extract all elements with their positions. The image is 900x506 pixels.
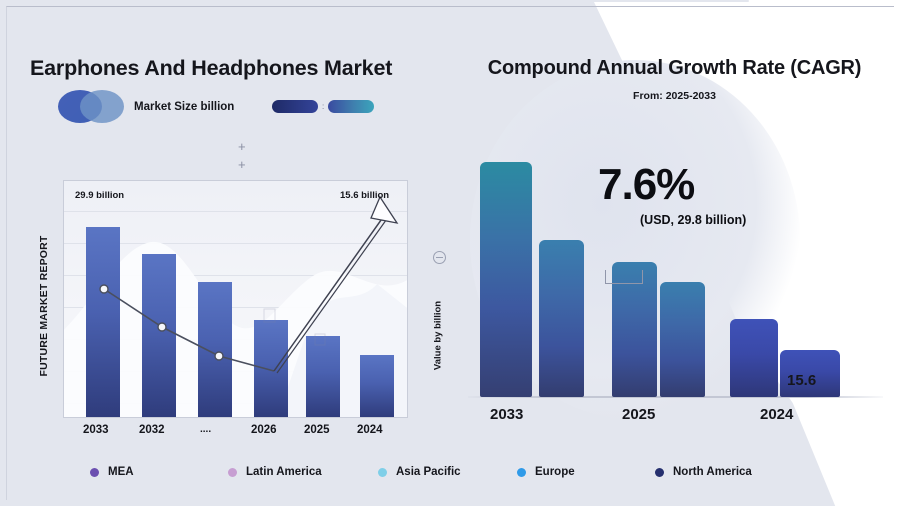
minus-circle-icon [433,251,446,264]
decorative-bracket [605,270,643,284]
cagr-baseline [468,396,883,398]
bar-2024 [360,355,394,417]
pill-teal-swatch [328,100,375,113]
legend-label-mea: MEA [108,466,134,478]
pill-separator: : [322,102,325,111]
trend-line-overlay [99,195,399,374]
cagr-bar-2033-secondary [539,240,584,397]
left-value-start-label: 29.9 billion [75,190,125,201]
x-label-2: .... [200,424,212,435]
market-size-bars [64,181,407,417]
decorative-small-glyphs [263,308,326,346]
growth-arrow [273,195,399,374]
cagr-chart: 2033 2025 2024 [462,140,892,425]
bar-2033 [86,227,120,417]
decorative-plus-marks: + + [238,139,246,172]
market-size-chart [63,180,408,418]
left-value-end-label: 15.6 billion [340,190,390,201]
market-size-legend: Market Size billion [58,90,234,123]
cagr-bar-2025-primary [612,262,657,397]
legend-item-asia-pacific: Asia Pacific [378,466,461,478]
legend-dot-icon-north-america [655,467,664,477]
legend-label-europe: Europe [535,466,575,478]
legend-item-mea: MEA [90,466,134,478]
cagr-bar-2024-secondary [780,350,840,397]
legend-dot-icon-latin-america [228,467,237,477]
x-label-0: 2033 [83,424,109,436]
left-page-title: Earphones And Headphones Market [30,56,393,80]
cagr-x-label-1: 2025 [622,406,656,423]
legend-label-latin-america: Latin America [246,466,322,478]
legend-dot-icon-asia-pacific [378,467,387,477]
legend-item-north-america: North America [655,466,752,478]
legend-dot-icon-mea [90,467,99,477]
right-page-title: Compound Annual Growth Rate (CAGR) [487,57,862,79]
bar-2025 [306,336,340,417]
left-y-axis-label: FUTURE MARKET REPORT [38,235,50,377]
two-overlapping-circles-icon [58,90,124,123]
x-label-1: 2032 [139,424,165,436]
right-y-axis-label: Value by billion [432,300,444,371]
cagr-value: 7.6% [598,160,695,209]
cagr-bar-2033-primary [480,162,532,397]
legend-label-asia-pacific: Asia Pacific [396,466,461,478]
frame-border [6,6,894,500]
bar-2032 [142,254,176,417]
legend-label-north-america: North America [673,466,752,478]
cagr-x-label-2: 2024 [760,406,794,423]
cagr-x-label-0: 2033 [490,406,524,423]
right-page-subtitle: From: 2025-2033 [633,90,716,102]
cagr-note: (USD, 29.8 billion) [640,213,747,227]
x-label-4: 2025 [304,424,330,436]
cagr-2024-value-label: 15.6 [787,372,817,389]
left-x-axis-labels: 2033 2032 .... 2026 2025 2024 [63,424,408,442]
market-size-legend-label: Market Size billion [134,100,235,113]
legend-item-europe: Europe [517,466,575,478]
color-scale-pills: : [272,100,375,113]
region-legend: MEA Latin America Asia Pacific Europe No… [0,466,900,488]
bar-2026 [254,320,288,417]
cagr-bar-2024-primary [730,319,778,397]
legend-item-latin-america: Latin America [228,466,322,478]
cagr-bar-2025-secondary [660,282,705,397]
bar-ellipsis [198,282,232,417]
x-label-5: 2024 [357,424,383,436]
legend-dot-icon-europe [517,467,526,477]
x-label-3: 2026 [251,424,277,436]
pill-dark-swatch [272,100,318,113]
